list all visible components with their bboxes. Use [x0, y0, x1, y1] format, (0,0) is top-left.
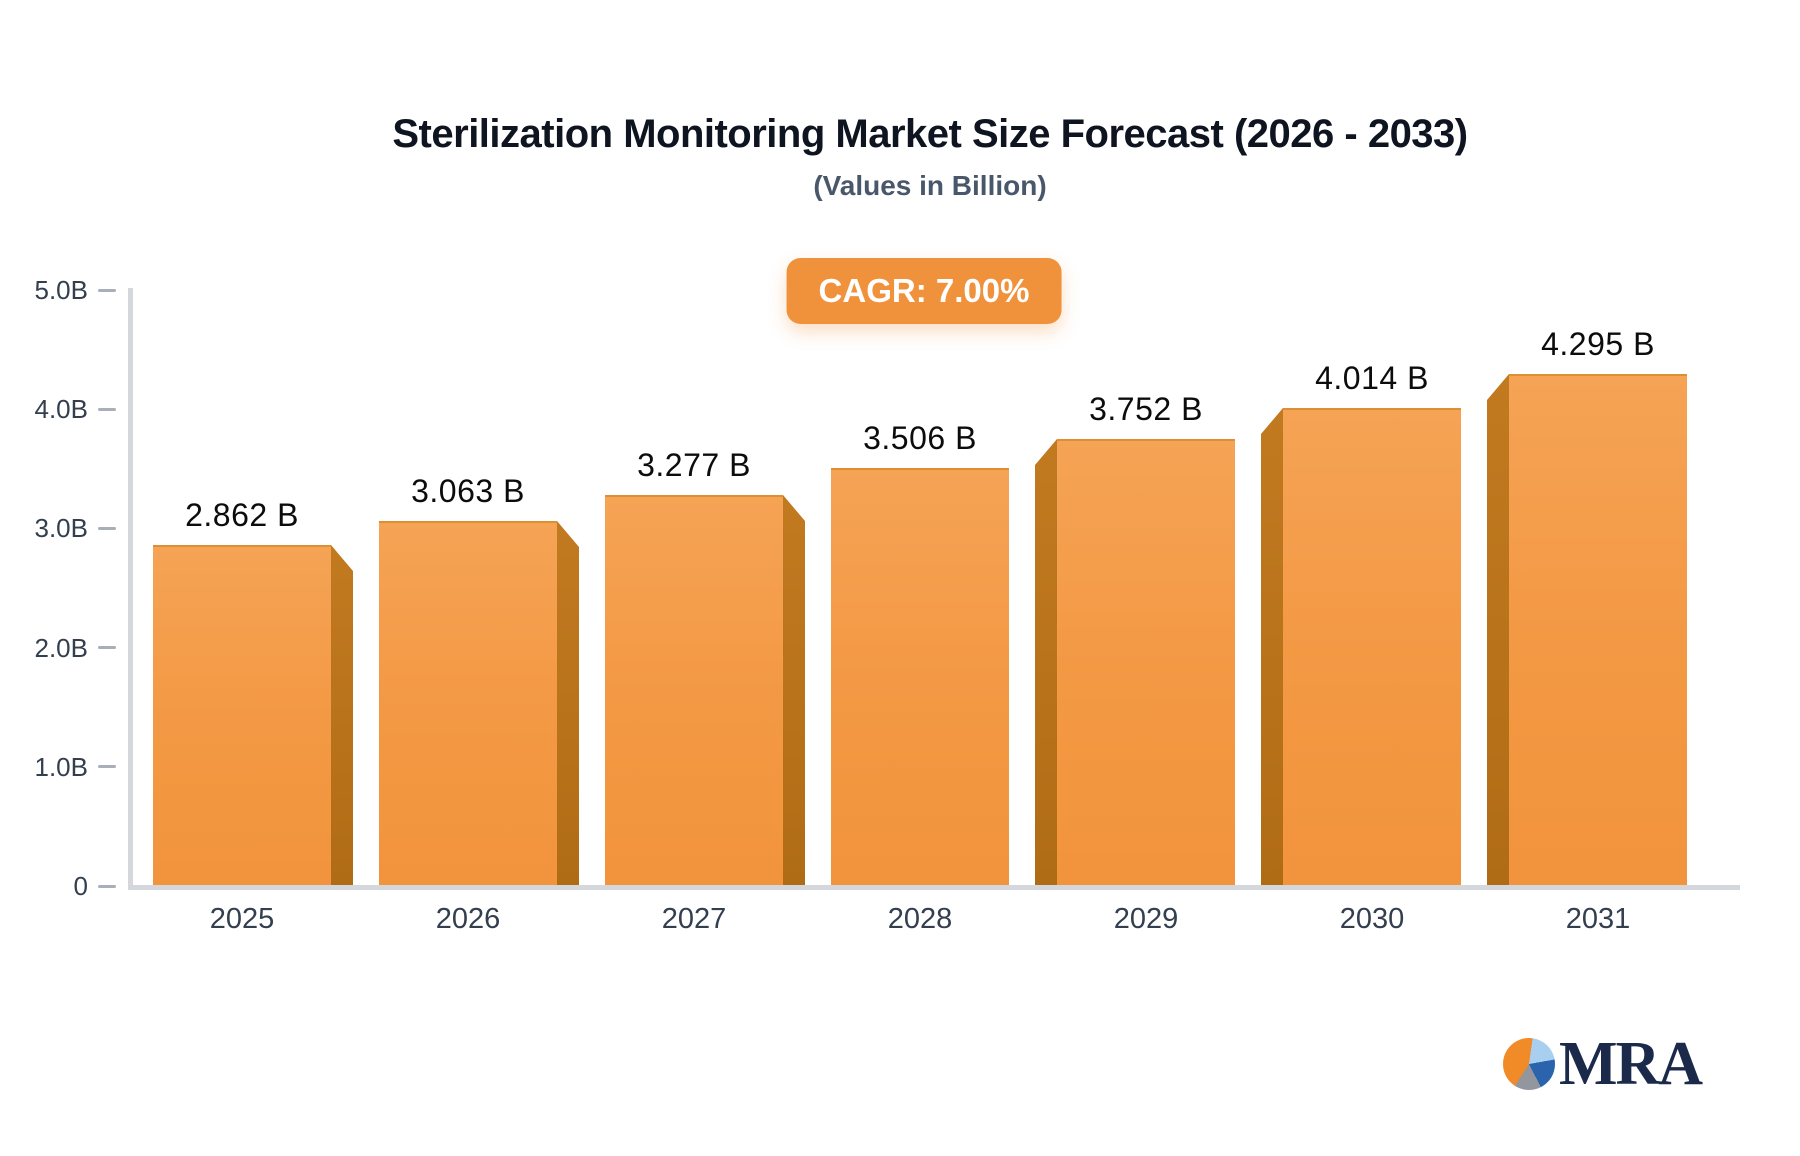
- bar-3d-side: [1035, 439, 1057, 886]
- bar-2031: [1509, 374, 1687, 886]
- x-axis-label-2026: 2026: [435, 903, 501, 935]
- y-tick-label: 1.0B: [34, 751, 89, 782]
- y-axis-line: [128, 288, 133, 889]
- y-tick-mark: [98, 646, 116, 650]
- cagr-badge: CAGR: 7.00%: [786, 258, 1062, 324]
- bar-value-label: 4.295 B: [1541, 326, 1655, 362]
- y-tick-label: 4.0B: [34, 394, 89, 425]
- x-axis-label-2031: 2031: [1565, 903, 1631, 935]
- chart-subtitle: (Values in Billion): [813, 170, 1047, 201]
- bar-2029: [1057, 439, 1235, 886]
- x-axis-label-2029: 2029: [1113, 903, 1179, 935]
- bar-2027: [605, 495, 783, 886]
- bar-3d-side: [783, 495, 805, 886]
- bar-value-label: 3.752 B: [1089, 391, 1203, 427]
- y-tick-mark: [98, 765, 116, 769]
- brand-logo: MRA: [1503, 1030, 1703, 1098]
- bar-value-label: 3.277 B: [637, 447, 751, 483]
- bar-value-label: 3.506 B: [863, 420, 977, 456]
- x-axis-label-2030: 2030: [1339, 903, 1405, 935]
- y-tick-label: 5.0B: [34, 275, 89, 305]
- bar-2025: [153, 545, 331, 886]
- y-tick-label: 3.0B: [34, 513, 89, 544]
- bar-2028: [831, 468, 1009, 886]
- x-axis-line: [128, 885, 1740, 890]
- y-tick-mark: [98, 407, 116, 411]
- y-tick-label: 0: [73, 871, 88, 901]
- pie-chart-logo-icon: [1503, 1038, 1555, 1090]
- bar-value-label: 2.862 B: [185, 497, 299, 533]
- bar-3d-side: [1487, 374, 1509, 886]
- x-axis-label-2027: 2027: [661, 903, 727, 935]
- bar-3d-side: [1261, 408, 1283, 886]
- bar-2030: [1283, 408, 1461, 886]
- bar-value-label: 3.063 B: [411, 473, 525, 509]
- y-tick-mark: [98, 884, 116, 888]
- brand-logo-text: MRA: [1559, 1030, 1703, 1098]
- chart-title: Sterilization Monitoring Market Size For…: [392, 112, 1468, 156]
- bar-value-label: 4.014 B: [1315, 360, 1429, 396]
- y-tick-mark: [98, 288, 116, 292]
- bar-3d-side: [331, 545, 353, 886]
- y-tick-mark: [98, 526, 116, 530]
- bar-2026: [379, 521, 557, 886]
- bar-3d-side: [557, 521, 579, 886]
- x-axis-label-2025: 2025: [209, 903, 275, 935]
- x-axis-label-2028: 2028: [887, 903, 953, 935]
- y-tick-label: 2.0B: [34, 632, 89, 663]
